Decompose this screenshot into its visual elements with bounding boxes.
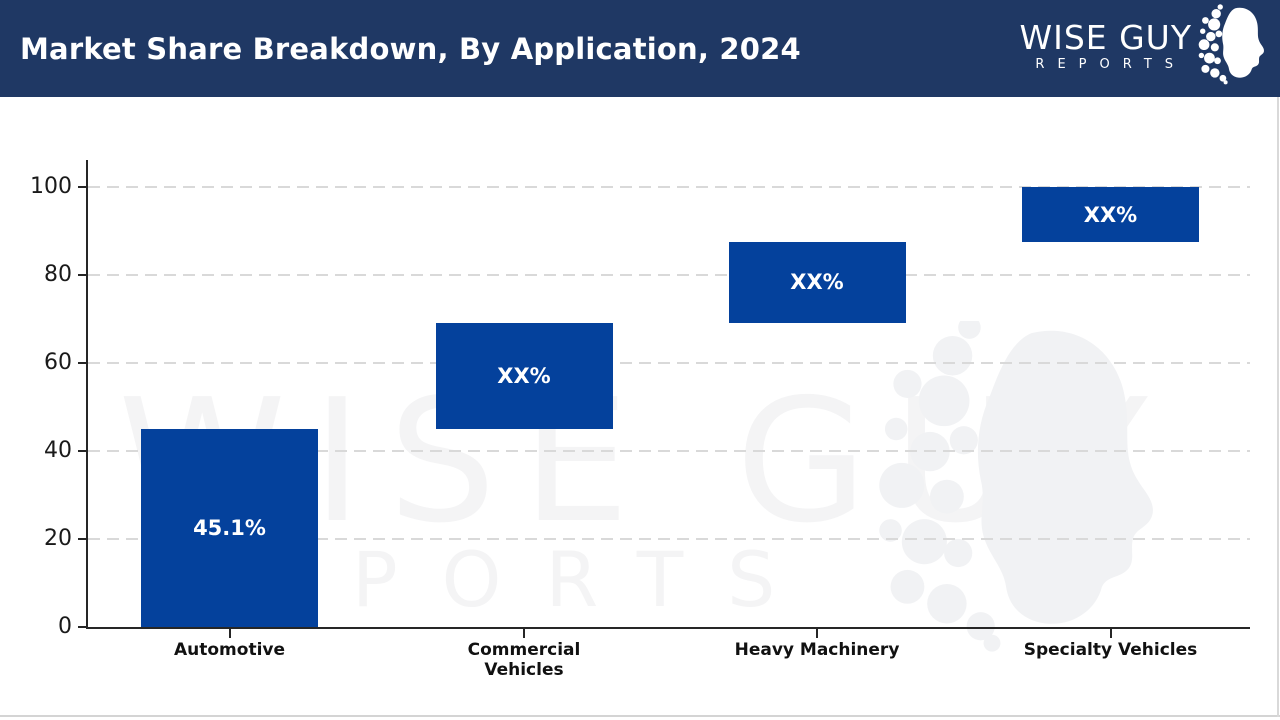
x-tick-mark (523, 629, 525, 638)
x-axis-line (86, 627, 1250, 629)
x-tick-label: Heavy Machinery (734, 640, 900, 660)
bar-label-heavy-machinery: XX% (790, 270, 844, 295)
logo-wordmark: WISE GUY (1019, 17, 1192, 57)
y-tick-mark (78, 274, 86, 276)
gridline-20 (88, 538, 1250, 540)
y-tick-label: 20 (44, 526, 72, 551)
x-tick-mark (816, 629, 818, 638)
bar-label-commercial-vehicles: XX% (497, 363, 551, 388)
y-tick-label: 60 (44, 350, 72, 375)
y-tick-mark (78, 186, 86, 188)
page-title: Market Share Breakdown, By Application, … (20, 31, 801, 66)
bar-label-specialty-vehicles: XX% (1083, 202, 1138, 227)
header-bar: Market Share Breakdown, By Application, … (0, 0, 1280, 97)
y-tick-label: 40 (44, 438, 72, 463)
gridline-80 (88, 274, 1250, 276)
right-border (1277, 97, 1279, 717)
bar-automotive: 45.1% (141, 428, 318, 627)
gridline-40 (88, 450, 1250, 452)
bar-heavy-machinery: XX% (728, 242, 906, 323)
logo-text: WISE GUY REPORTS (1019, 17, 1192, 73)
x-tick-mark (228, 629, 231, 638)
y-tick-mark (78, 626, 86, 628)
x-tick-mark (1109, 629, 1112, 638)
y-tick-label: 100 (30, 174, 72, 199)
y-tick-mark (78, 450, 86, 452)
y-tick-label: 0 (58, 614, 72, 639)
bar-specialty-vehicles: XX% (1022, 187, 1199, 242)
y-tick-mark (78, 538, 86, 540)
y-axis-line (86, 160, 88, 629)
x-tick-label: Specialty Vehicles (1023, 640, 1198, 660)
x-tick-label: Commercial Vehicles (467, 640, 581, 681)
x-tick-label: Automotive (173, 640, 286, 660)
y-tick-label: 80 (44, 262, 72, 287)
wiseguy-logo: WISE GUY REPORTS (1019, 4, 1270, 88)
bar-commercial-vehicles: XX% (435, 322, 613, 429)
gridline-100 (88, 186, 1250, 188)
bottom-border (0, 715, 1280, 717)
y-tick-mark (78, 362, 86, 364)
gridline-60 (88, 362, 1250, 364)
bar-label-automotive: 45.1% (193, 515, 266, 540)
logo-subtitle: REPORTS (1035, 57, 1187, 73)
